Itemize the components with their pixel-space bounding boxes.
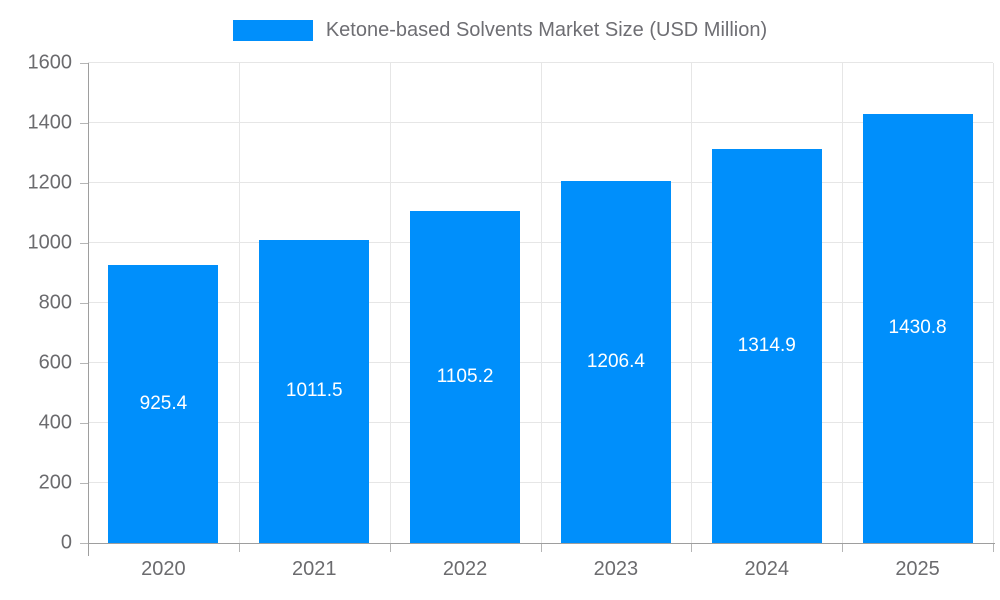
y-tick-mark xyxy=(80,243,88,244)
h-gridline xyxy=(88,62,993,63)
bar-value-label: 1206.4 xyxy=(586,351,645,373)
x-tick-label: 2020 xyxy=(141,558,186,580)
legend: Ketone-based Solvents Market Size (USD M… xyxy=(0,20,1000,41)
y-tick-label: 1000 xyxy=(27,231,73,254)
bar-2022: 1105.2 xyxy=(410,211,521,543)
bar-cell: 925.4 xyxy=(88,63,239,543)
y-tick-mark xyxy=(80,123,88,124)
bar-value-label: 1011.5 xyxy=(285,380,343,402)
x-tick-label: 2023 xyxy=(593,558,639,580)
v-gridline xyxy=(238,63,240,543)
legend-swatch-icon[interactable] xyxy=(232,20,313,41)
bar-cell: 1206.4 xyxy=(541,63,692,543)
x-tick-label: 2022 xyxy=(442,558,488,580)
v-gridline xyxy=(540,63,542,543)
x-tick-mark xyxy=(691,544,693,552)
y-tick-mark xyxy=(80,543,88,544)
y-tick-mark xyxy=(80,363,88,364)
x-tick-mark xyxy=(993,544,994,552)
y-tick-label: 400 xyxy=(38,411,72,434)
x-tick-mark xyxy=(389,544,391,552)
bar-cell: 1430.8 xyxy=(842,63,993,543)
y-tick-label: 1400 xyxy=(27,111,73,134)
y-tick-label: 600 xyxy=(38,351,72,374)
bar-cell: 1314.9 xyxy=(691,63,842,543)
x-tick-label: 2025 xyxy=(895,558,940,580)
y-tick-label: 0 xyxy=(60,531,72,554)
bar-value-label: 1314.9 xyxy=(737,334,796,356)
y-tick-label: 1600 xyxy=(27,51,73,74)
x-tick-mark xyxy=(540,544,542,552)
v-gridline xyxy=(389,63,391,543)
bar-2025: 1430.8 xyxy=(862,113,973,543)
y-tick-mark xyxy=(80,303,88,304)
x-axis-line xyxy=(88,543,995,544)
bar-value-label: 1105.2 xyxy=(436,366,494,388)
y-tick-mark xyxy=(80,183,88,184)
x-tick-mark xyxy=(238,544,240,552)
y-tick-mark xyxy=(80,423,88,424)
bar-2021: 1011.5 xyxy=(259,239,370,543)
bar-value-label: 925.4 xyxy=(139,393,188,415)
bar-cell: 1105.2 xyxy=(390,63,541,543)
bar-2023: 1206.4 xyxy=(560,181,671,543)
legend-label[interactable]: Ketone-based Solvents Market Size (USD M… xyxy=(325,19,768,41)
v-gridline xyxy=(993,63,994,543)
x-tick-label: 2024 xyxy=(744,558,789,580)
v-gridline xyxy=(691,63,693,543)
y-tick-label: 1200 xyxy=(27,171,73,194)
y-tick-mark xyxy=(80,63,88,64)
bar-value-label: 1430.8 xyxy=(888,317,947,339)
bar-cell: 1011.5 xyxy=(239,63,390,543)
plot-area: 925.4 1011.5 1105.2 1206.4 1314.9 1430.8 xyxy=(88,62,994,543)
x-tick-label: 2021 xyxy=(291,558,337,580)
y-axis-line xyxy=(88,63,89,556)
y-tick-label: 800 xyxy=(38,291,72,314)
x-tick-mark xyxy=(842,544,844,552)
bar-2020: 925.4 xyxy=(108,265,219,543)
v-gridline xyxy=(842,63,844,543)
y-tick-mark xyxy=(80,483,88,484)
bar-2024: 1314.9 xyxy=(711,148,822,543)
y-tick-label: 200 xyxy=(38,471,72,494)
